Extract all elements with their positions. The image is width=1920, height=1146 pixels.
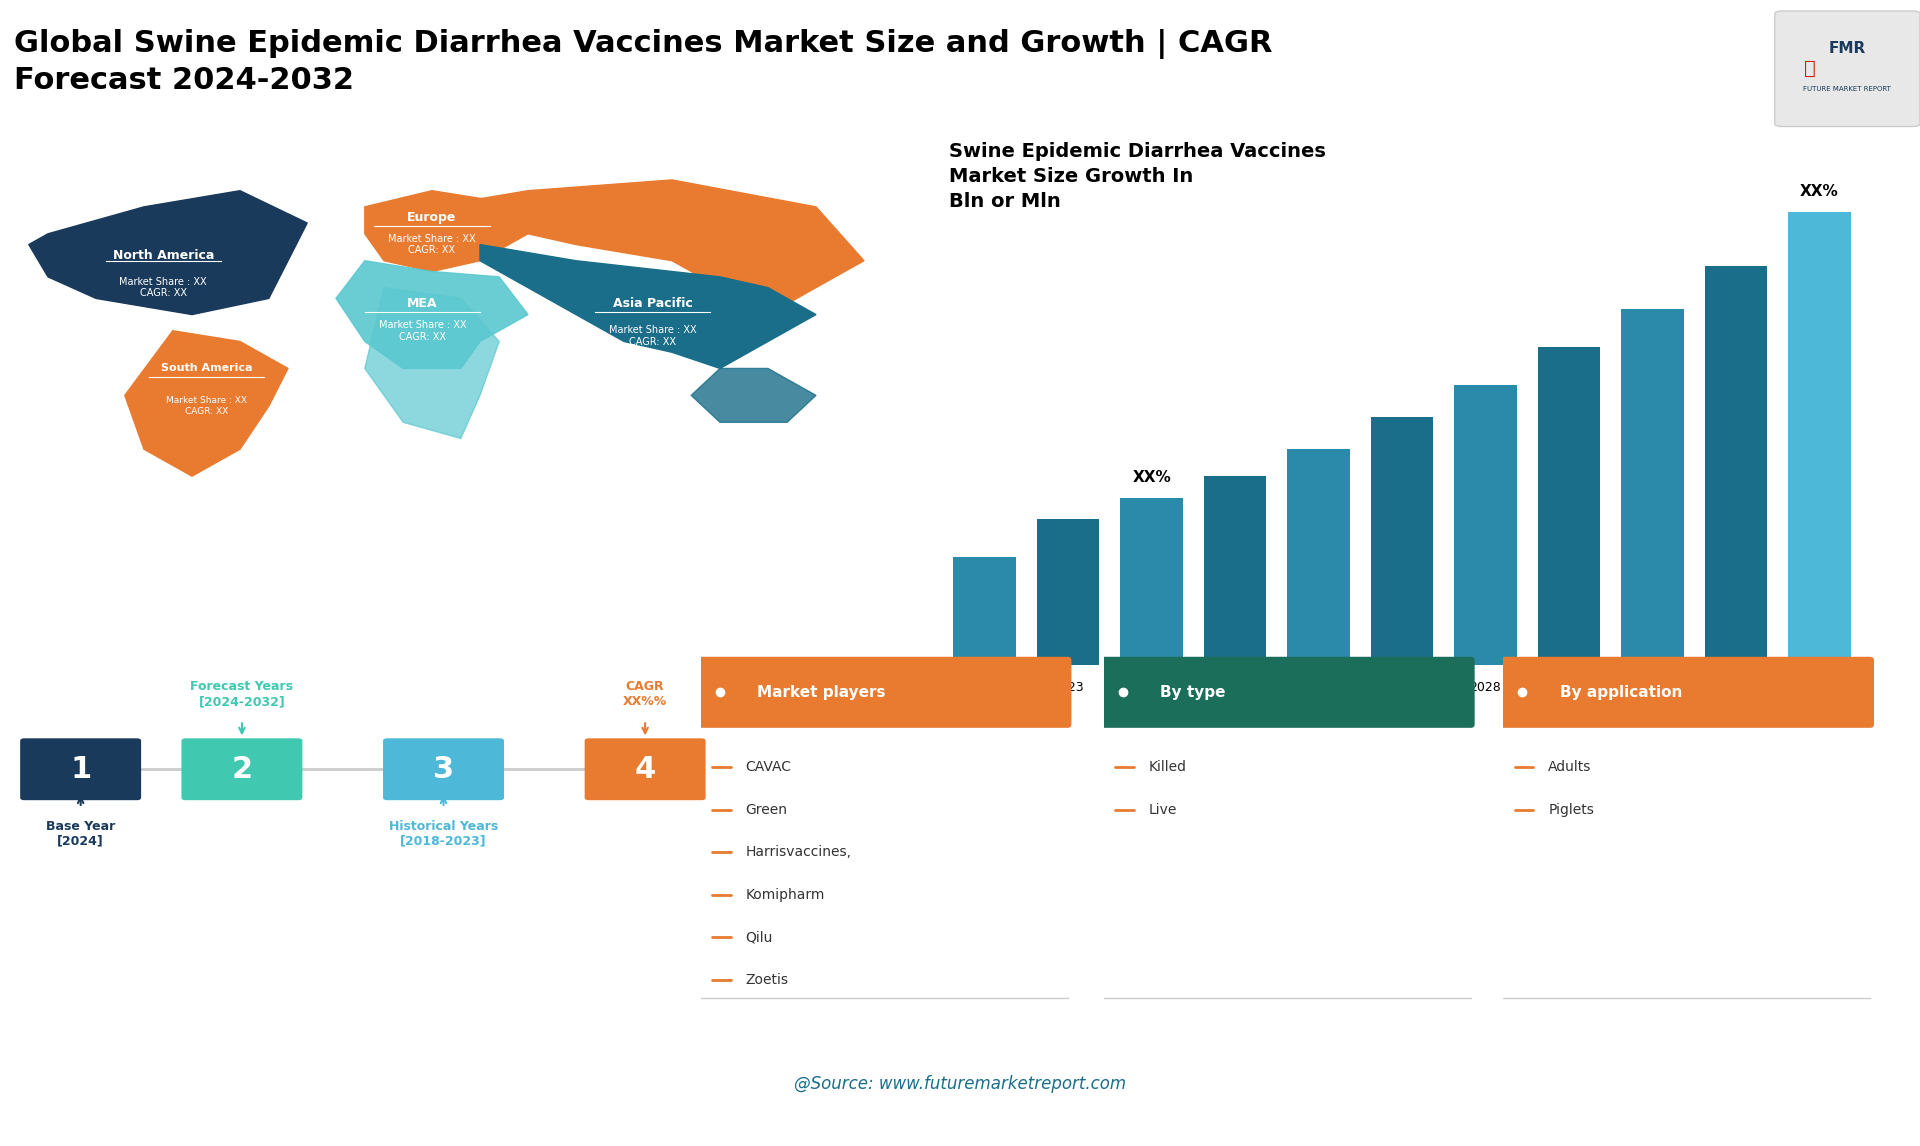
Text: XX%: XX%	[1133, 470, 1171, 485]
Text: Europe: Europe	[407, 211, 457, 225]
FancyBboxPatch shape	[1705, 266, 1766, 665]
Text: @Source: www.futuremarketreport.com: @Source: www.futuremarketreport.com	[795, 1075, 1125, 1093]
Text: Qilu: Qilu	[745, 931, 774, 944]
Text: 2025: 2025	[1219, 681, 1252, 693]
Text: 2028: 2028	[1469, 681, 1501, 693]
Text: 4: 4	[634, 755, 657, 784]
Text: Market players: Market players	[756, 685, 885, 700]
Text: Zoetis: Zoetis	[745, 973, 789, 987]
FancyBboxPatch shape	[584, 738, 707, 800]
Text: Swine Epidemic Diarrhea Vaccines
Market Size Growth In
Bln or Mln: Swine Epidemic Diarrhea Vaccines Market …	[948, 142, 1327, 211]
Text: MEA: MEA	[407, 297, 438, 311]
Text: 2023: 2023	[1052, 681, 1085, 693]
Text: Historical Years
[2018-2023]: Historical Years [2018-2023]	[390, 819, 497, 848]
Text: Market Share : XX
CAGR: XX: Market Share : XX CAGR: XX	[165, 397, 248, 416]
Text: 🦅: 🦅	[1803, 60, 1814, 78]
Polygon shape	[432, 180, 864, 314]
FancyBboxPatch shape	[954, 557, 1016, 665]
Text: 2: 2	[230, 755, 253, 784]
Polygon shape	[691, 369, 816, 423]
Polygon shape	[336, 261, 528, 369]
Text: By type: By type	[1160, 685, 1225, 700]
Polygon shape	[365, 190, 528, 272]
Text: 2022: 2022	[970, 681, 1000, 693]
Text: Global Swine Epidemic Diarrhea Vaccines Market Size and Growth | CAGR
Forecast 2: Global Swine Epidemic Diarrhea Vaccines …	[15, 29, 1273, 95]
Text: 2031: 2031	[1720, 681, 1751, 693]
FancyBboxPatch shape	[1119, 497, 1183, 665]
Text: Komipharm: Komipharm	[745, 888, 826, 902]
FancyBboxPatch shape	[1788, 212, 1851, 665]
FancyBboxPatch shape	[1371, 417, 1434, 665]
Text: FUTURE MARKET REPORT: FUTURE MARKET REPORT	[1803, 86, 1891, 93]
Text: Live: Live	[1148, 802, 1177, 817]
Text: 1: 1	[69, 755, 92, 784]
Text: Harrisvaccines,: Harrisvaccines,	[745, 845, 852, 860]
FancyBboxPatch shape	[1774, 11, 1920, 126]
Polygon shape	[480, 244, 816, 369]
Text: 2029: 2029	[1553, 681, 1584, 693]
FancyBboxPatch shape	[1286, 449, 1350, 665]
FancyBboxPatch shape	[1538, 347, 1599, 665]
FancyBboxPatch shape	[1500, 657, 1874, 728]
Polygon shape	[125, 331, 288, 477]
Text: 2026: 2026	[1304, 681, 1334, 693]
Text: Base Year
[2024]: Base Year [2024]	[46, 819, 115, 848]
FancyBboxPatch shape	[1620, 309, 1684, 665]
FancyBboxPatch shape	[384, 738, 503, 800]
Text: Killed: Killed	[1148, 760, 1187, 774]
Text: 2027: 2027	[1386, 681, 1417, 693]
Text: North America: North America	[113, 249, 213, 261]
FancyBboxPatch shape	[1100, 657, 1475, 728]
Text: Adults: Adults	[1548, 760, 1592, 774]
FancyBboxPatch shape	[180, 738, 301, 800]
Text: By application: By application	[1559, 685, 1682, 700]
FancyBboxPatch shape	[697, 657, 1071, 728]
Text: 2032: 2032	[1803, 681, 1836, 693]
Text: Green: Green	[745, 802, 787, 817]
Text: Forecast Years
[2024-2032]: Forecast Years [2024-2032]	[190, 681, 294, 708]
Text: 3: 3	[432, 755, 455, 784]
Text: Asia Pacific: Asia Pacific	[612, 297, 693, 311]
Text: CAVAC: CAVAC	[745, 760, 791, 774]
Text: XX%: XX%	[1801, 185, 1839, 199]
Text: South America: South America	[161, 363, 252, 374]
Text: Market Share : XX
CAGR: XX: Market Share : XX CAGR: XX	[378, 320, 467, 342]
FancyBboxPatch shape	[1037, 519, 1100, 665]
FancyBboxPatch shape	[21, 738, 142, 800]
Text: Market Share : XX
CAGR: XX: Market Share : XX CAGR: XX	[119, 277, 207, 298]
Text: Market Share : XX
CAGR: XX: Market Share : XX CAGR: XX	[609, 325, 697, 347]
FancyBboxPatch shape	[1453, 385, 1517, 665]
Text: Market Share : XX
CAGR: XX: Market Share : XX CAGR: XX	[388, 234, 476, 256]
Text: 2030: 2030	[1636, 681, 1668, 693]
Text: Piglets: Piglets	[1548, 802, 1594, 817]
Text: FMR: FMR	[1828, 40, 1866, 56]
Polygon shape	[365, 288, 499, 439]
Polygon shape	[29, 190, 307, 314]
Text: 2024: 2024	[1137, 681, 1167, 693]
FancyBboxPatch shape	[1204, 477, 1267, 665]
Text: CAGR
XX%%: CAGR XX%%	[622, 681, 668, 708]
